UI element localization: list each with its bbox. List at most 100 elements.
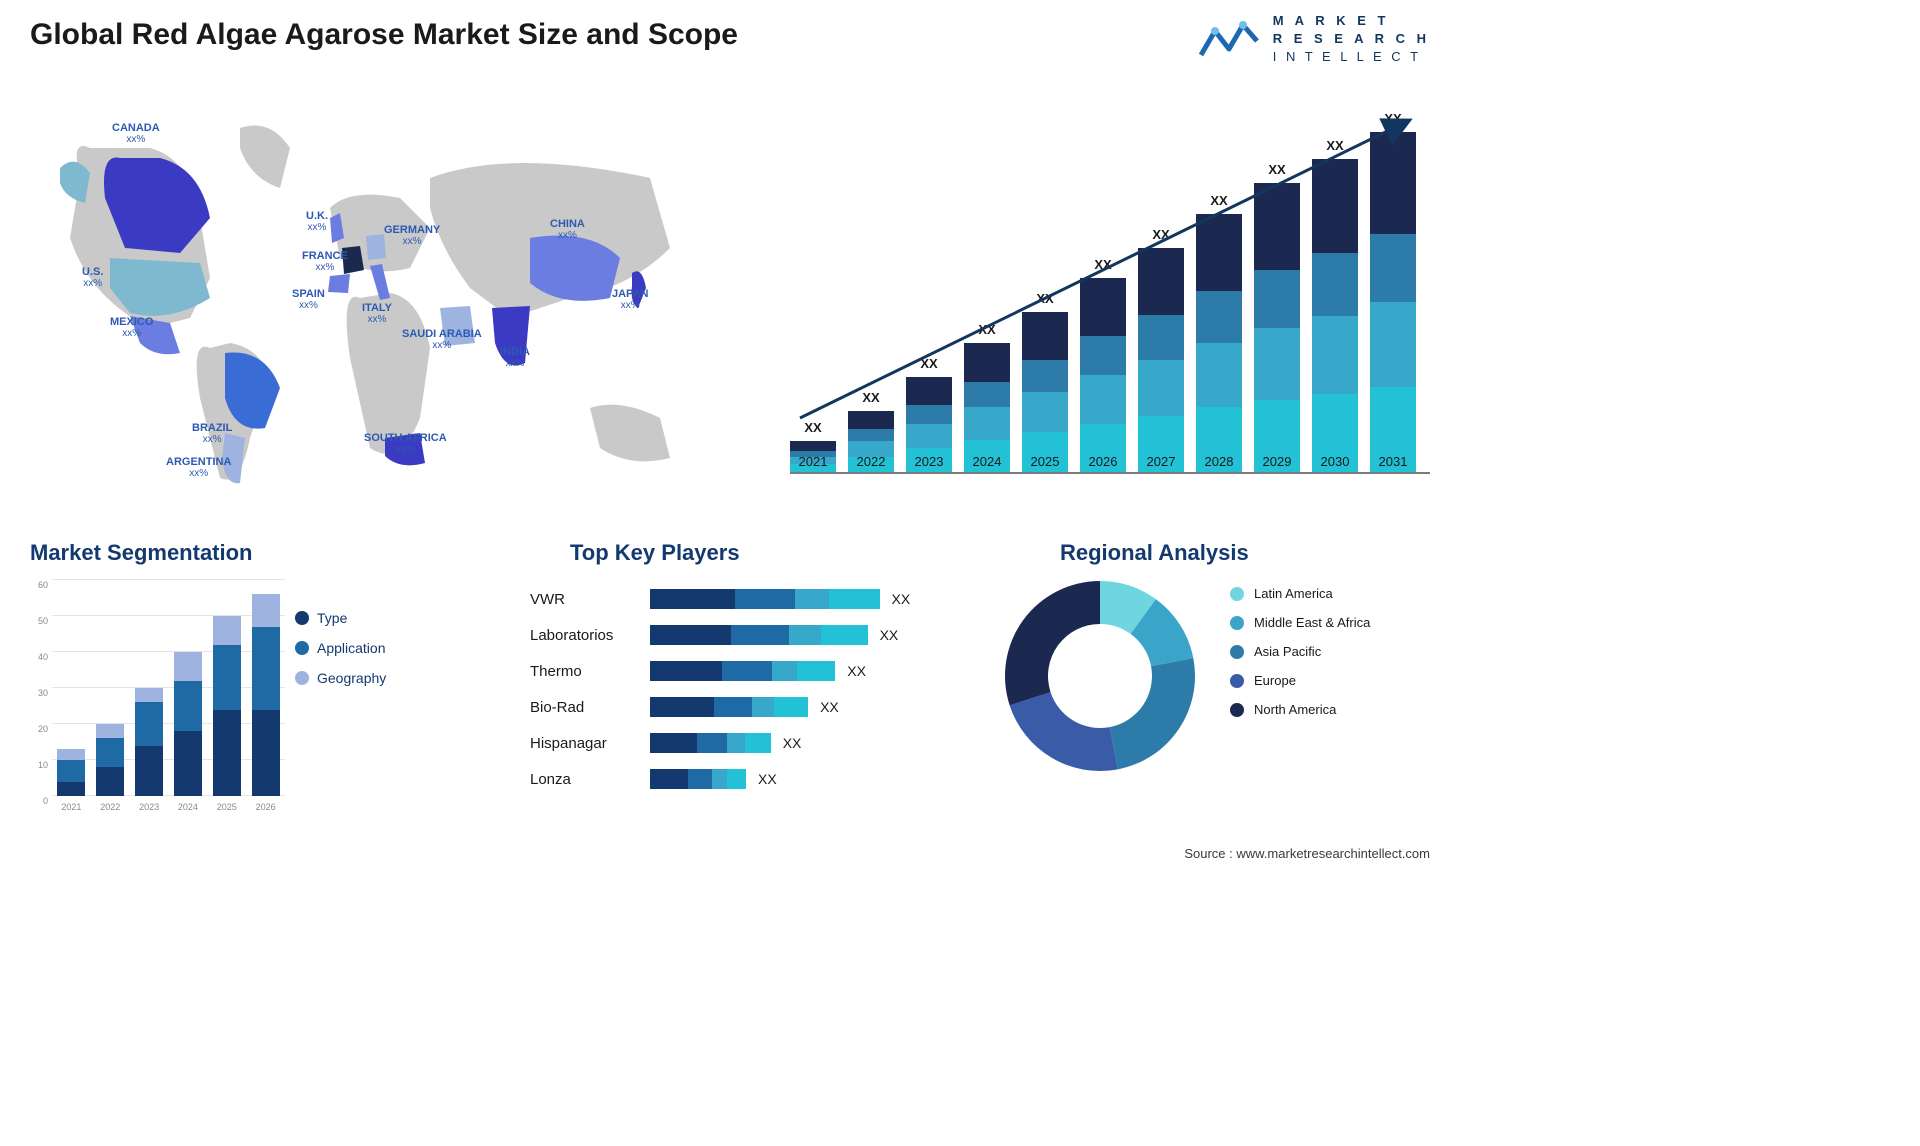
logo-line2: R E S E A R C H	[1273, 30, 1430, 48]
seg-ytick: 50	[38, 616, 48, 626]
big-chart-category: 2027	[1138, 454, 1184, 469]
seg-legend-item: Type	[295, 610, 386, 626]
player-row: Bio-Rad XX	[530, 694, 960, 720]
big-bar: XX	[1254, 183, 1300, 472]
seg-bar	[135, 688, 163, 796]
seg-bar	[96, 724, 124, 796]
player-value: XX	[880, 627, 899, 643]
seg-plot	[52, 580, 285, 796]
seg-ytick: 0	[43, 796, 48, 806]
player-row: LonzaXX	[530, 766, 960, 792]
seg-category: 2021	[57, 802, 85, 812]
seg-legend-item: Application	[295, 640, 386, 656]
player-bar	[650, 697, 808, 717]
map-label: CHINAxx%	[550, 218, 585, 241]
map-label: INDIAxx%	[500, 346, 530, 369]
bar-value-label: XX	[804, 420, 821, 435]
big-chart-category: 2024	[964, 454, 1010, 469]
player-value: XX	[820, 699, 839, 715]
seg-ytick: 20	[38, 724, 48, 734]
map-label: SOUTH AFRICAxx%	[364, 432, 447, 455]
main-title: Global Red Algae Agarose Market Size and…	[30, 18, 738, 52]
player-value: XX	[847, 663, 866, 679]
player-row: VWR XX	[530, 586, 960, 612]
map-label: ARGENTINAxx%	[166, 456, 231, 479]
seg-bar	[174, 652, 202, 796]
big-chart-plot: XXXXXXXXXXXXXXXXXXXXXX	[790, 134, 1430, 474]
big-bar: XX	[1022, 312, 1068, 472]
player-name: Bio-Rad	[530, 699, 650, 716]
map-label: JAPANxx%	[612, 288, 648, 311]
donut-legend-item: North America	[1230, 702, 1370, 717]
big-bar: XX	[964, 343, 1010, 472]
seg-category: 2024	[174, 802, 202, 812]
bar-value-label: XX	[920, 356, 937, 371]
bar-value-label: XX	[1384, 111, 1401, 126]
logo-line1: M A R K E T	[1273, 12, 1430, 30]
big-bar: XX	[1196, 214, 1242, 472]
player-value: XX	[892, 591, 911, 607]
map-label: U.S.xx%	[82, 266, 103, 289]
donut-legend-item: Latin America	[1230, 586, 1370, 601]
player-name: Lonza	[530, 771, 650, 788]
player-row: Hispanagar XX	[530, 730, 960, 756]
player-name: VWR	[530, 591, 650, 608]
segmentation-legend: Type Application Geography	[295, 610, 386, 700]
seg-bar	[213, 616, 241, 796]
big-chart-category: 2028	[1196, 454, 1242, 469]
map-label: CANADAxx%	[112, 122, 160, 145]
logo-line3: I N T E L L E C T	[1273, 48, 1430, 66]
player-name: Hispanagar	[530, 735, 650, 752]
bar-value-label: XX	[978, 322, 995, 337]
big-bar: XX	[1080, 278, 1126, 472]
seg-ytick: 10	[38, 760, 48, 770]
big-bar: XX	[1138, 248, 1184, 472]
player-bar	[650, 733, 771, 753]
seg-bar	[252, 594, 280, 796]
big-chart-category: 2030	[1312, 454, 1358, 469]
donut-slice	[1110, 658, 1195, 769]
map-label: MEXICOxx%	[110, 316, 153, 339]
player-value: XX	[783, 735, 802, 751]
map-label: BRAZILxx%	[192, 422, 232, 445]
players-title: Top Key Players	[570, 540, 740, 566]
source-label: Source : www.marketresearchintellect.com	[1184, 846, 1430, 861]
segmentation-title: Market Segmentation	[30, 540, 253, 566]
bar-value-label: XX	[1326, 138, 1343, 153]
seg-y-axis: 0102030405060	[30, 580, 52, 796]
logo: M A R K E T R E S E A R C H I N T E L L …	[1197, 12, 1430, 67]
bar-value-label: XX	[1036, 291, 1053, 306]
seg-category: 2022	[96, 802, 124, 812]
big-chart-category: 2026	[1080, 454, 1126, 469]
big-bar: XX	[1312, 159, 1358, 472]
bar-value-label: XX	[1268, 162, 1285, 177]
big-chart-category: 2025	[1022, 454, 1068, 469]
bar-value-label: XX	[1152, 227, 1169, 242]
player-name: Thermo	[530, 663, 650, 680]
map-label: U.K.xx%	[306, 210, 328, 233]
donut-legend-item: Asia Pacific	[1230, 644, 1370, 659]
donut-title: Regional Analysis	[1060, 540, 1249, 566]
bar-value-label: XX	[862, 390, 879, 405]
bar-value-label: XX	[1210, 193, 1227, 208]
seg-category: 2023	[135, 802, 163, 812]
player-name: Laboratorios	[530, 627, 650, 644]
player-bar	[650, 661, 835, 681]
big-chart-category: 2023	[906, 454, 952, 469]
donut-chart	[1000, 576, 1200, 776]
big-chart-category: 2029	[1254, 454, 1300, 469]
segmentation-chart: 0102030405060 202120222023202420252026	[30, 580, 285, 820]
player-row: Thermo XX	[530, 658, 960, 684]
seg-legend-item: Geography	[295, 670, 386, 686]
seg-ytick: 40	[38, 652, 48, 662]
map-label: GERMANYxx%	[384, 224, 440, 247]
player-bar	[650, 769, 746, 789]
map-label: FRANCExx%	[302, 250, 348, 273]
logo-mark-icon	[1197, 17, 1261, 61]
logo-text: M A R K E T R E S E A R C H I N T E L L …	[1273, 12, 1430, 67]
map-label: SPAINxx%	[292, 288, 325, 311]
donut-legend: Latin AmericaMiddle East & AfricaAsia Pa…	[1230, 586, 1370, 731]
seg-bar	[57, 749, 85, 796]
map-label: ITALYxx%	[362, 302, 392, 325]
player-bar	[650, 589, 880, 609]
